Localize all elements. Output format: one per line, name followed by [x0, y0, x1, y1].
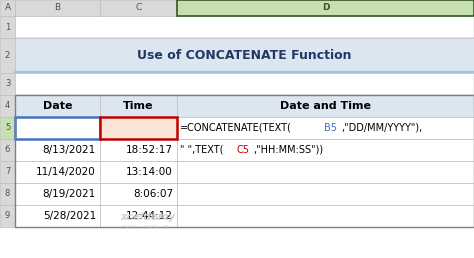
- Bar: [15, 38, 474, 73]
- Bar: [15, 117, 474, 139]
- Text: 8:06:07: 8:06:07: [133, 189, 173, 199]
- Text: =CONCATENATE(TEXT(: =CONCATENATE(TEXT(: [180, 123, 292, 133]
- Text: Date: Date: [43, 101, 72, 111]
- Text: 12:44:12: 12:44:12: [126, 211, 173, 221]
- Bar: [15, 161, 100, 183]
- Bar: [177, 95, 474, 117]
- Bar: [0, 139, 15, 161]
- Text: A: A: [4, 4, 10, 12]
- Text: Use of CONCATENATE Function: Use of CONCATENATE Function: [137, 49, 352, 62]
- Bar: [15, 183, 474, 205]
- Text: C: C: [136, 4, 142, 12]
- Bar: [0, 73, 15, 95]
- Bar: [100, 139, 177, 161]
- Text: 5/28/2021: 5/28/2021: [43, 211, 96, 221]
- Bar: [15, 117, 100, 139]
- Bar: [15, 139, 474, 161]
- Bar: [0, 117, 15, 139]
- Bar: [0, 205, 15, 227]
- Bar: [15, 183, 100, 205]
- Text: B: B: [55, 4, 61, 12]
- Text: 6: 6: [5, 146, 10, 155]
- Bar: [15, 161, 474, 183]
- Bar: [0, 161, 15, 183]
- Text: ,"HH:MM:SS")): ,"HH:MM:SS")): [253, 145, 323, 155]
- Text: 3:24:48: 3:24:48: [133, 123, 173, 133]
- Text: B5: B5: [324, 123, 337, 133]
- Text: 4: 4: [5, 101, 10, 110]
- Bar: [15, 205, 474, 227]
- Text: ,"DD/MM/YYYY"),: ,"DD/MM/YYYY"),: [341, 123, 422, 133]
- Bar: [15, 0, 100, 16]
- Bar: [100, 183, 177, 205]
- Text: 3: 3: [5, 79, 10, 88]
- Bar: [177, 117, 474, 139]
- Text: Time: Time: [123, 101, 154, 111]
- Bar: [15, 73, 474, 95]
- Bar: [0, 38, 15, 73]
- Bar: [0, 0, 15, 16]
- Bar: [15, 139, 100, 161]
- Bar: [15, 205, 100, 227]
- Text: 9/12/2021: 9/12/2021: [43, 123, 96, 133]
- Text: 13:14:00: 13:14:00: [126, 167, 173, 177]
- Bar: [100, 0, 177, 16]
- Bar: [100, 161, 177, 183]
- Bar: [0, 95, 15, 117]
- Text: Date and Time: Date and Time: [280, 101, 371, 111]
- Text: xceldemy: xceldemy: [120, 212, 175, 222]
- Bar: [0, 183, 15, 205]
- Text: 8/19/2021: 8/19/2021: [43, 189, 96, 199]
- Bar: [100, 117, 177, 139]
- Bar: [15, 16, 474, 38]
- Text: D: D: [322, 4, 329, 12]
- Bar: [177, 0, 474, 16]
- Bar: [100, 117, 177, 139]
- Text: 2: 2: [5, 51, 10, 60]
- Text: " ",TEXT(: " ",TEXT(: [180, 145, 224, 155]
- Text: 1: 1: [5, 22, 10, 31]
- Text: 8: 8: [5, 189, 10, 198]
- Text: 8/13/2021: 8/13/2021: [43, 145, 96, 155]
- Bar: [15, 95, 474, 227]
- Bar: [177, 183, 474, 205]
- Bar: [177, 161, 474, 183]
- Text: 7: 7: [5, 167, 10, 176]
- Bar: [15, 117, 100, 139]
- Text: 9: 9: [5, 212, 10, 221]
- Text: 5: 5: [5, 124, 10, 133]
- Bar: [100, 205, 177, 227]
- Bar: [177, 205, 474, 227]
- Bar: [177, 139, 474, 161]
- Bar: [15, 95, 474, 117]
- Text: 11/14/2020: 11/14/2020: [36, 167, 96, 177]
- Bar: [15, 95, 100, 117]
- Bar: [0, 16, 15, 38]
- Text: C5: C5: [236, 145, 249, 155]
- Bar: [15, 38, 474, 73]
- Text: EXCEL · DATA · BI: EXCEL · DATA · BI: [122, 225, 169, 230]
- Bar: [100, 95, 177, 117]
- Text: 18:52:17: 18:52:17: [126, 145, 173, 155]
